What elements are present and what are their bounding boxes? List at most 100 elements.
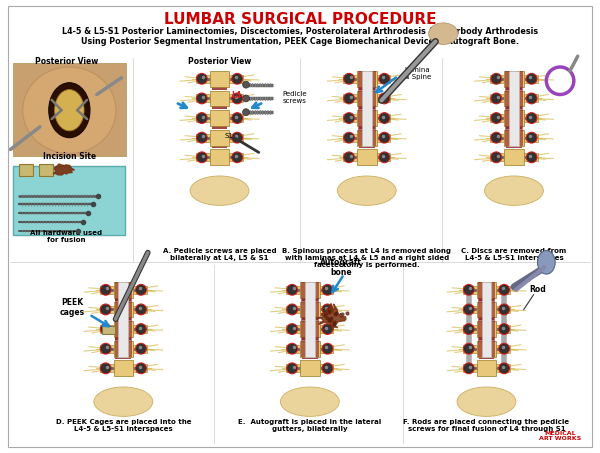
Bar [490, 95, 504, 102]
Ellipse shape [382, 116, 388, 120]
Ellipse shape [382, 155, 388, 160]
Ellipse shape [529, 116, 535, 120]
Bar [517, 71, 523, 145]
Text: Rod: Rod [529, 285, 546, 294]
Bar [482, 282, 491, 357]
Ellipse shape [325, 287, 331, 292]
Bar [320, 345, 334, 352]
Ellipse shape [289, 287, 295, 292]
Ellipse shape [199, 135, 205, 140]
Ellipse shape [234, 155, 240, 160]
Bar [506, 87, 522, 90]
Bar [370, 71, 376, 145]
Bar [118, 282, 128, 357]
Circle shape [344, 152, 354, 162]
Bar [133, 305, 147, 313]
Bar [504, 110, 524, 126]
Text: F. Rods are placed connecting the pedicle
screws for final fusion of L4 through : F. Rods are placed connecting the pedicl… [403, 419, 569, 432]
Ellipse shape [103, 366, 109, 371]
Ellipse shape [234, 77, 240, 81]
Ellipse shape [466, 366, 472, 371]
Text: Using Posterior Segmental Instrumentation, PEEK Cage Biomechanical Device & Auto: Using Posterior Segmental Instrumentatio… [81, 37, 519, 46]
Circle shape [136, 324, 146, 334]
Bar [359, 87, 374, 90]
Bar [505, 71, 511, 145]
Bar [229, 114, 243, 122]
Bar [490, 134, 504, 142]
Ellipse shape [493, 155, 499, 160]
Bar [479, 337, 494, 340]
Bar [196, 134, 210, 142]
Ellipse shape [346, 96, 352, 101]
Bar [212, 106, 227, 109]
Bar [343, 134, 357, 142]
Bar [463, 305, 476, 313]
Bar [196, 75, 210, 83]
Text: E.  Autograft is placed in the lateral
gutters, bilaterally: E. Autograft is placed in the lateral gu… [238, 419, 382, 432]
Bar [357, 110, 377, 126]
Bar [377, 114, 390, 122]
Bar [229, 154, 243, 161]
Circle shape [101, 363, 110, 373]
Bar [196, 95, 210, 102]
Circle shape [242, 81, 250, 88]
Bar [490, 282, 496, 357]
Circle shape [323, 363, 332, 373]
Bar [115, 317, 131, 320]
Bar [302, 337, 317, 340]
Bar [300, 282, 320, 298]
Bar [478, 282, 484, 357]
Circle shape [287, 304, 297, 314]
Bar [377, 95, 390, 102]
Bar [229, 134, 243, 142]
Bar [133, 364, 147, 372]
Bar [115, 337, 131, 340]
Text: L4: L4 [231, 92, 241, 101]
Circle shape [499, 344, 509, 354]
Circle shape [232, 133, 242, 143]
Bar [463, 345, 476, 352]
Ellipse shape [501, 327, 507, 332]
Ellipse shape [190, 176, 249, 205]
Ellipse shape [337, 176, 396, 205]
Polygon shape [317, 304, 346, 330]
Bar [496, 305, 510, 313]
Bar [313, 282, 319, 357]
Bar [300, 361, 320, 376]
Bar [476, 321, 496, 337]
Bar [359, 126, 374, 129]
Ellipse shape [325, 307, 331, 312]
Ellipse shape [234, 135, 240, 140]
Ellipse shape [199, 96, 205, 101]
Bar [133, 286, 147, 294]
Bar [504, 149, 524, 165]
Bar [301, 282, 307, 357]
Circle shape [197, 74, 207, 84]
Circle shape [136, 285, 146, 295]
Bar [229, 75, 243, 83]
Circle shape [491, 93, 501, 103]
Bar [476, 361, 496, 376]
Circle shape [232, 113, 242, 123]
Ellipse shape [529, 96, 535, 101]
Circle shape [344, 113, 354, 123]
Ellipse shape [501, 346, 507, 351]
Circle shape [101, 344, 110, 354]
Bar [463, 286, 476, 294]
Ellipse shape [94, 387, 153, 416]
Bar [13, 63, 126, 156]
Bar [302, 317, 317, 320]
Circle shape [464, 363, 474, 373]
Circle shape [197, 93, 207, 103]
Circle shape [323, 304, 332, 314]
Bar [210, 149, 229, 165]
Bar [490, 154, 504, 161]
Text: Incision Site: Incision Site [43, 152, 96, 161]
Bar [113, 341, 133, 357]
Ellipse shape [346, 116, 352, 120]
Circle shape [344, 133, 354, 143]
Ellipse shape [501, 366, 507, 371]
Bar [504, 91, 524, 106]
Bar [343, 95, 357, 102]
Ellipse shape [289, 327, 295, 332]
